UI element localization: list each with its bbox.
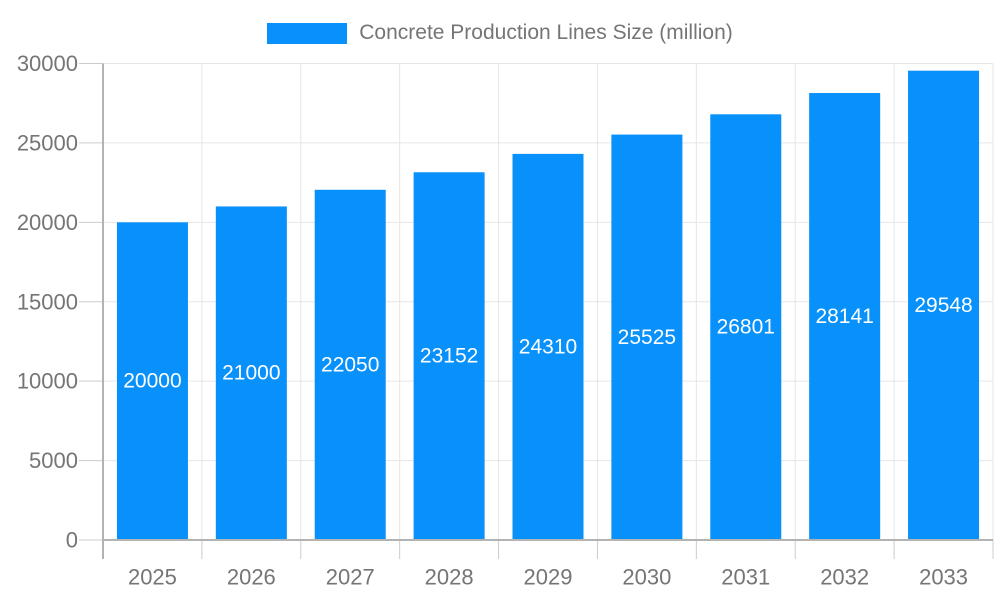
bar-value-label: 24310 <box>519 335 577 358</box>
x-axis-label: 2027 <box>326 565 375 590</box>
bar <box>413 172 485 540</box>
bar <box>809 93 881 541</box>
y-axis-label: 5000 <box>29 448 78 473</box>
y-axis-label: 30000 <box>17 51 78 76</box>
bar-value-label: 21000 <box>222 362 280 385</box>
bar-value-label: 26801 <box>717 316 775 339</box>
chart-legend: Concrete Production Lines Size (million) <box>0 12 1000 54</box>
bar <box>908 70 980 541</box>
bar <box>314 189 386 540</box>
bar-value-label: 20000 <box>123 370 181 393</box>
y-axis-label: 10000 <box>17 369 78 394</box>
legend-swatch <box>267 22 348 44</box>
bar <box>215 206 287 540</box>
y-axis-label: 25000 <box>17 130 78 155</box>
x-axis-label: 2032 <box>820 565 869 590</box>
x-axis-label: 2028 <box>425 565 474 590</box>
y-axis-label: 20000 <box>17 210 78 235</box>
bar <box>710 114 782 540</box>
bar-value-label: 28141 <box>815 305 873 328</box>
x-axis-label: 2026 <box>227 565 276 590</box>
bar-value-label: 25525 <box>618 326 676 349</box>
legend-label: Concrete Production Lines Size (million) <box>359 21 733 44</box>
bar-value-label: 22050 <box>321 353 379 376</box>
x-axis-label: 2025 <box>128 565 177 590</box>
y-axis-label: 15000 <box>17 289 78 314</box>
x-axis-label: 2031 <box>721 565 770 590</box>
bar <box>611 134 683 540</box>
bar-value-label: 23152 <box>420 345 478 368</box>
x-axis-label: 2033 <box>919 565 968 590</box>
x-axis-label: 2030 <box>622 565 671 590</box>
x-axis-label: 2029 <box>524 565 573 590</box>
bar <box>512 153 584 540</box>
y-axis-label: 0 <box>66 528 78 553</box>
bar <box>116 222 188 541</box>
bar-value-label: 29548 <box>914 294 972 317</box>
